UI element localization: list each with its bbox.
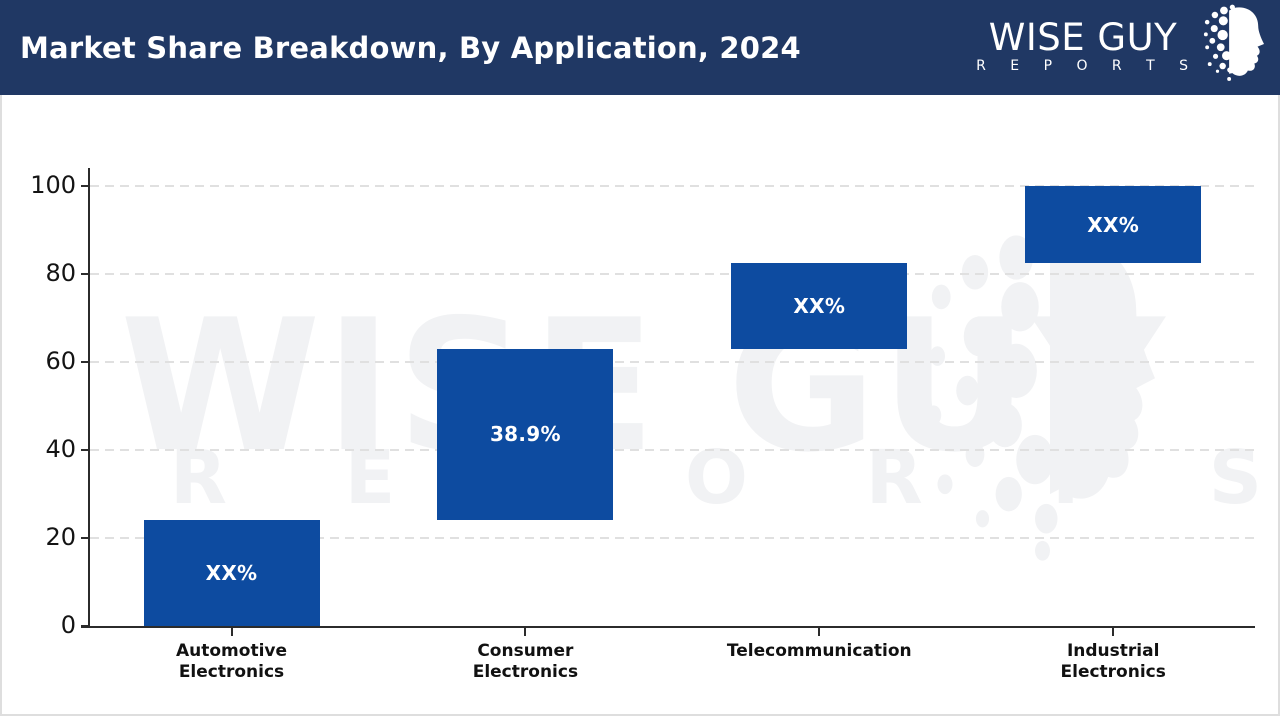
y-axis-line (88, 168, 90, 628)
y-tick-label: 60 (45, 347, 76, 375)
chart-title: Market Share Breakdown, By Application, … (20, 30, 801, 65)
brand-wordmark: WISE GUY R E P O R T S (968, 16, 1198, 75)
category-label-line: Consumer (477, 641, 574, 661)
y-tick-mark (81, 185, 89, 187)
bar-value-label: XX% (1087, 212, 1140, 237)
header: Market Share Breakdown, By Application, … (0, 0, 1280, 95)
gridline-80 (90, 273, 1255, 275)
bar-value-label: XX% (205, 560, 258, 585)
bar-telecommunication: XX% (731, 263, 908, 349)
plot-area: 0 20 40 60 80 100 XX% Automotive Electronics 38.9… (2, 95, 1278, 714)
x-axis-category-label: Telecommunication (669, 641, 969, 662)
brand-subtitle: R E P O R T S (976, 58, 1198, 74)
bar-consumer-electronics: 38.9% (437, 348, 614, 520)
chart-canvas: WISE GUY R E P O R T S 0 20 40 60 80 100 XX% Au… (0, 95, 1280, 716)
y-tick-mark (81, 361, 89, 363)
brand-name: WISE GUY (988, 16, 1178, 59)
x-tick-mark (524, 628, 527, 636)
gridline-20 (90, 537, 1255, 539)
y-tick-label: 40 (45, 435, 76, 463)
x-tick-mark (1112, 628, 1115, 636)
y-tick-mark (81, 273, 89, 275)
y-tick-label: 0 (60, 611, 76, 639)
x-tick-mark (230, 628, 233, 636)
bar-value-label: XX% (793, 293, 846, 318)
bar-industrial-electronics: XX% (1025, 186, 1202, 263)
y-tick-mark (81, 537, 89, 539)
wiseguy-head-icon (1203, 4, 1265, 81)
bar-value-label: 38.9% (489, 422, 561, 447)
gridline-100 (90, 185, 1255, 187)
gridline-60 (90, 361, 1255, 363)
brand-logo: WISE GUY R E P O R T S (968, 4, 1266, 88)
category-label-line: Electronics (1060, 662, 1166, 682)
category-label-line: Automotive (175, 641, 288, 661)
bar-automotive-electronics: XX% (143, 519, 320, 626)
category-label-line: Telecommunication (726, 641, 912, 661)
gridline-40 (90, 449, 1255, 451)
x-axis-category-label: Automotive Electronics (82, 641, 382, 683)
y-tick-label: 100 (30, 171, 76, 199)
x-tick-mark (818, 628, 821, 636)
category-label-line: Industrial (1066, 641, 1160, 661)
x-axis-line (81, 626, 1255, 628)
y-tick-label: 80 (45, 259, 76, 287)
category-label-line: Electronics (178, 662, 285, 682)
x-axis-category-label: Consumer Electronics (375, 641, 675, 683)
y-tick-label: 20 (45, 523, 76, 551)
x-axis-category-label: Industrial Electronics (963, 641, 1263, 683)
category-label-line: Electronics (472, 662, 579, 682)
y-tick-mark (81, 449, 89, 451)
